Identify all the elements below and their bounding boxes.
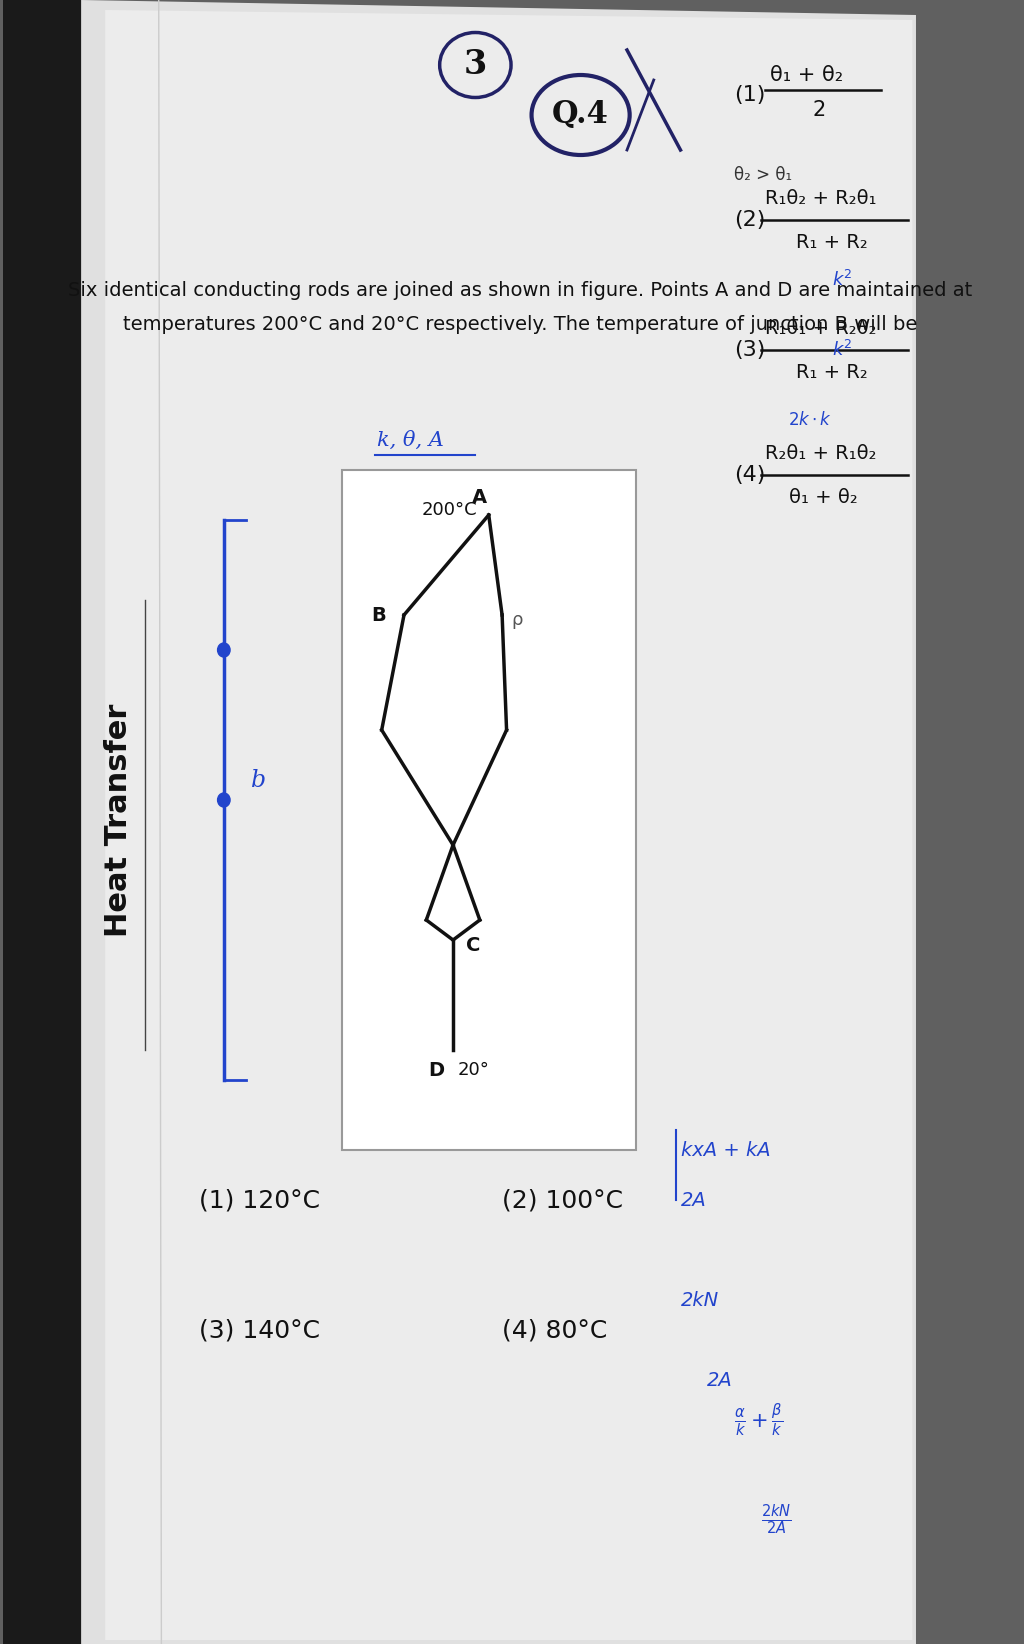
Text: Heat Transfer: Heat Transfer xyxy=(104,704,133,937)
Text: θ₂ > θ₁: θ₂ > θ₁ xyxy=(734,166,793,184)
Text: 2A: 2A xyxy=(708,1371,733,1389)
Text: θ₁ + θ₂: θ₁ + θ₂ xyxy=(770,66,843,85)
Text: 2kN: 2kN xyxy=(681,1291,719,1310)
Text: Q.4: Q.4 xyxy=(552,100,609,130)
Text: R₁ + R₂: R₁ + R₂ xyxy=(797,362,868,381)
Text: C: C xyxy=(467,935,481,955)
Text: $k^2$: $k^2$ xyxy=(833,270,853,289)
Text: R₂θ₁ + R₁θ₂: R₂θ₁ + R₁θ₂ xyxy=(765,444,877,462)
Text: kxA + kA: kxA + kA xyxy=(681,1141,770,1159)
Text: θ₁ + θ₂: θ₁ + θ₂ xyxy=(788,488,857,506)
Text: (1) 120°C: (1) 120°C xyxy=(199,1189,319,1212)
Text: B: B xyxy=(372,605,386,625)
Text: 2: 2 xyxy=(812,100,825,120)
Text: (3): (3) xyxy=(734,340,765,360)
Text: k, θ, A: k, θ, A xyxy=(377,431,444,449)
Text: R₁θ₁ + R₂θ₂: R₁θ₁ + R₂θ₂ xyxy=(765,319,877,337)
Text: ρ: ρ xyxy=(511,612,522,630)
Text: 2A: 2A xyxy=(681,1190,707,1210)
Circle shape xyxy=(217,643,230,658)
Text: R₁ + R₂: R₁ + R₂ xyxy=(797,232,868,252)
Bar xyxy=(3,0,83,1644)
Text: $\frac{2kN}{2A}$: $\frac{2kN}{2A}$ xyxy=(761,1503,792,1537)
Text: $2k \cdot k$: $2k \cdot k$ xyxy=(787,411,831,429)
Text: b: b xyxy=(251,768,265,791)
Text: (2): (2) xyxy=(734,210,765,230)
Text: 3: 3 xyxy=(464,49,487,82)
Text: (4) 80°C: (4) 80°C xyxy=(502,1318,607,1342)
Circle shape xyxy=(217,792,230,807)
Text: (3) 140°C: (3) 140°C xyxy=(199,1318,319,1342)
Text: (4): (4) xyxy=(734,465,765,485)
Text: 200°C: 200°C xyxy=(422,501,477,520)
Text: (1): (1) xyxy=(734,85,765,105)
Text: Six identical conducting rods are joined as shown in figure. Points A and D are : Six identical conducting rods are joined… xyxy=(68,281,972,299)
Bar xyxy=(342,470,636,1151)
Text: 20°: 20° xyxy=(458,1060,489,1078)
Text: temperatures 200°C and 20°C respectively. The temperature of junction B will be: temperatures 200°C and 20°C respectively… xyxy=(123,316,918,334)
Polygon shape xyxy=(105,10,912,1641)
Text: A: A xyxy=(472,488,487,506)
Polygon shape xyxy=(81,0,916,1644)
Text: $k^2$: $k^2$ xyxy=(833,340,853,360)
Text: $\frac{\alpha}{k} + \frac{\beta}{k}$: $\frac{\alpha}{k} + \frac{\beta}{k}$ xyxy=(734,1401,783,1438)
Text: (2) 100°C: (2) 100°C xyxy=(502,1189,624,1212)
Text: D: D xyxy=(428,1060,444,1080)
Text: R₁θ₂ + R₂θ₁: R₁θ₂ + R₂θ₁ xyxy=(765,189,877,207)
